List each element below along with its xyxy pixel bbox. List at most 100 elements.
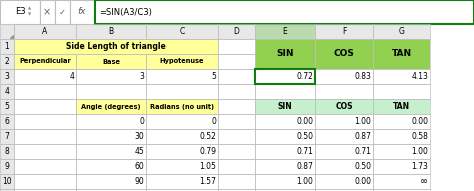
Bar [255,69,315,84]
Bar [315,39,373,69]
Bar [14,54,76,69]
Text: Perpendicular: Perpendicular [19,58,71,65]
Bar [0,0,40,24]
Text: ∞: ∞ [420,176,428,186]
Bar [146,174,218,189]
Bar [255,24,315,39]
Bar [76,129,146,144]
Text: G: G [399,27,404,36]
Text: SIN: SIN [278,102,292,111]
Bar [0,99,14,114]
Text: 1: 1 [5,42,9,51]
Bar [146,159,218,174]
Bar [218,84,255,99]
Bar [218,144,255,159]
Bar [76,144,146,159]
Text: 2: 2 [5,57,9,66]
Text: D: D [234,27,239,36]
Bar [0,189,14,191]
Bar [315,69,373,84]
Text: 1.73: 1.73 [411,162,428,171]
Text: 90: 90 [135,177,145,186]
Text: 30: 30 [135,132,145,141]
Bar [373,114,430,129]
Bar [0,114,14,129]
Polygon shape [10,35,13,38]
Bar [218,69,255,84]
Text: 6: 6 [5,117,9,126]
Bar [14,159,76,174]
Bar [0,129,14,144]
Bar [146,189,218,191]
Text: 0.00: 0.00 [411,117,428,126]
Text: 1.57: 1.57 [200,177,217,186]
Bar [14,39,218,54]
Text: Hypotenuse: Hypotenuse [160,58,204,65]
Bar [146,54,218,69]
Bar [0,69,14,84]
Text: Base: Base [102,58,120,65]
Text: 45: 45 [135,147,145,156]
Bar [14,24,76,39]
Bar [373,159,430,174]
Bar [95,0,474,24]
Bar [146,24,218,39]
Bar [255,39,315,69]
Text: 0.52: 0.52 [200,132,217,141]
Text: C: C [179,27,185,36]
Bar [218,24,255,39]
Text: 0.72: 0.72 [297,72,313,81]
Bar [373,24,430,39]
Text: 0.00: 0.00 [355,177,372,186]
Bar [373,39,430,69]
Bar [315,114,373,129]
Bar [76,99,146,114]
Bar [146,69,218,84]
Bar [315,144,373,159]
Bar [373,69,430,84]
Text: ▲: ▲ [28,7,32,11]
Text: A: A [42,27,47,36]
Bar [0,159,14,174]
Bar [0,144,14,159]
Bar [315,189,373,191]
Bar [14,39,218,54]
Bar [218,159,255,174]
Bar [315,174,373,189]
Bar [0,39,14,54]
Bar [0,84,14,99]
Bar [315,24,373,39]
Text: 60: 60 [135,162,145,171]
Text: 0.87: 0.87 [355,132,372,141]
Bar [218,39,255,54]
Bar [373,84,430,99]
Text: 10: 10 [2,177,12,186]
Bar [14,129,76,144]
Bar [255,69,315,84]
Bar [373,189,430,191]
Bar [255,99,315,114]
Text: fx: fx [78,7,86,16]
Bar [70,0,95,24]
Text: 0.71: 0.71 [355,147,372,156]
Bar [373,144,430,159]
Bar [76,69,146,84]
Text: 0.00: 0.00 [297,117,313,126]
Text: COS: COS [334,49,355,58]
Bar [40,0,55,24]
Text: 1.05: 1.05 [200,162,217,171]
Bar [218,174,255,189]
Text: B: B [109,27,114,36]
Text: 0.58: 0.58 [411,132,428,141]
Bar [146,54,218,69]
Text: E3: E3 [15,7,25,16]
Text: 5: 5 [5,102,9,111]
Bar [76,99,146,114]
Bar [76,54,146,69]
Bar [218,189,255,191]
Text: 1.00: 1.00 [297,177,313,186]
Bar [146,144,218,159]
Text: 0: 0 [140,117,145,126]
Text: 4: 4 [70,72,74,81]
Text: TAN: TAN [392,49,411,58]
